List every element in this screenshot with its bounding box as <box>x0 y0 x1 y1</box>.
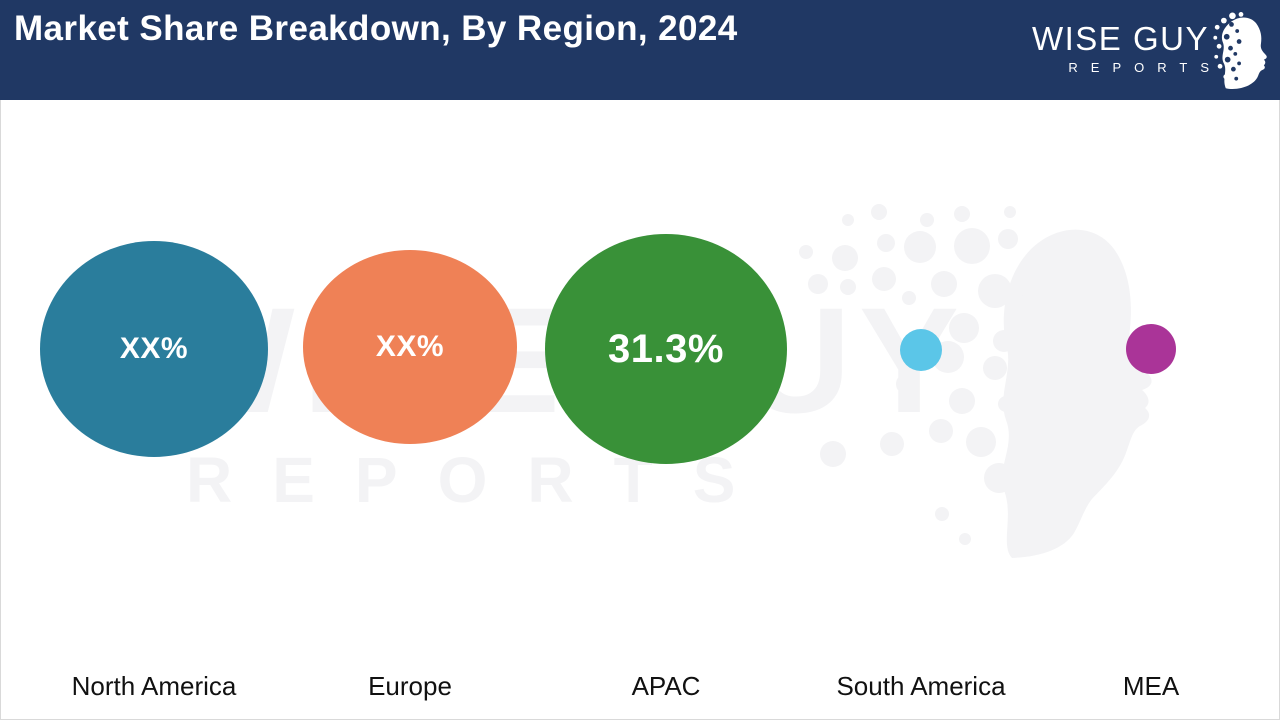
logo-wordmark: WISE GUY <box>1031 20 1209 57</box>
logo-text: WISE GUY REPORTS <box>1032 12 1209 74</box>
logo-subtitle: REPORTS <box>1068 60 1222 75</box>
chart-area <box>0 100 1280 720</box>
slide-title: Market Share Breakdown, By Region, 2024 <box>14 9 738 48</box>
header-bar: Market Share Breakdown, By Region, 2024 … <box>0 0 1280 100</box>
wiseguy-logo: WISE GUY REPORTS <box>1032 12 1270 92</box>
logo-face-icon <box>1213 12 1267 89</box>
